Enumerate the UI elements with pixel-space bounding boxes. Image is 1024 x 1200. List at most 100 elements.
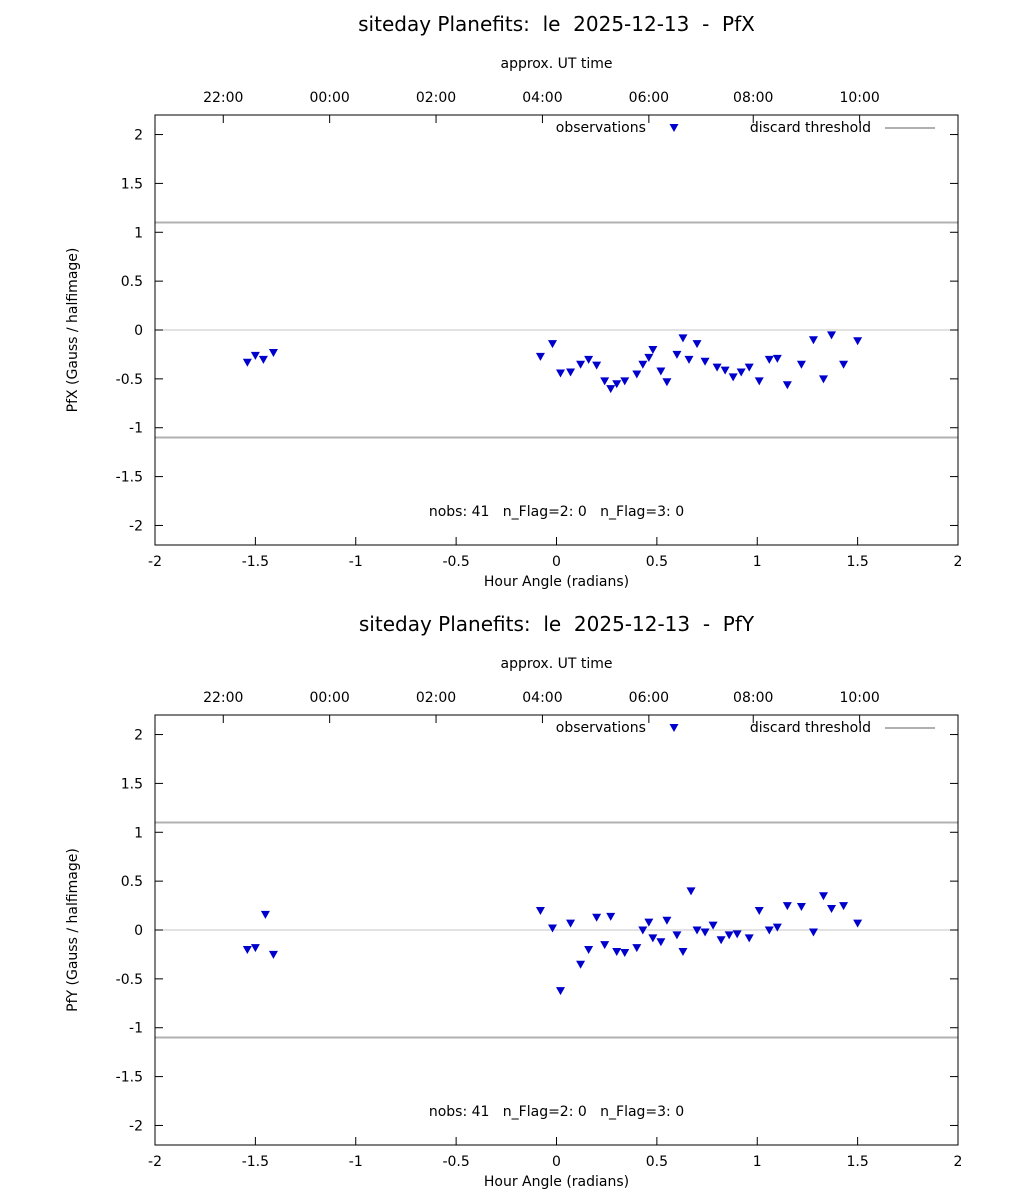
data-point (678, 948, 688, 956)
x-tick-label: 2 (954, 1154, 963, 1170)
x-tick-label: 0.5 (646, 1154, 668, 1170)
y-tick-label: -2 (129, 1118, 143, 1134)
data-point (566, 368, 576, 377)
data-point (732, 930, 742, 939)
x2-tick-label: 10:00 (839, 90, 879, 106)
plot-area: -2 -1.5 -1 -0.5 0 0.5 1 1.5 2 22:00 00:00 02:00 04:0… (116, 690, 963, 1170)
y-tick-label: -0.5 (116, 372, 143, 388)
data-point (818, 375, 828, 384)
data-point (268, 348, 278, 357)
x-tick-label: -1 (349, 1154, 363, 1170)
data-point (692, 340, 702, 349)
y-tick-label: 1 (134, 825, 143, 841)
data-point (648, 934, 658, 943)
x-tick-label: 1 (753, 554, 762, 570)
data-point (716, 936, 726, 945)
data-point (692, 926, 702, 935)
y-tick-label: 1.5 (121, 776, 143, 792)
data-point (258, 355, 268, 364)
data-point (708, 921, 718, 930)
data-point (853, 919, 863, 928)
data-point (686, 887, 696, 896)
data-point (638, 926, 648, 935)
data-point (782, 381, 792, 390)
data-point (728, 373, 738, 382)
data-point (712, 363, 722, 372)
y-tick-label: -2 (129, 518, 143, 534)
x-axis-title: Hour Angle (radians) (483, 574, 630, 590)
data-point (656, 367, 666, 376)
y-tick-label: 0 (134, 323, 143, 339)
data-point (672, 931, 682, 940)
legend-threshold-label: discard threshold (749, 120, 871, 136)
data-point (808, 336, 818, 345)
data-point (566, 919, 576, 928)
data-point (684, 355, 694, 364)
data-point (853, 337, 863, 346)
x-tick-label: 0 (552, 554, 561, 570)
data-point (839, 902, 849, 911)
x-tick-label: 2 (954, 554, 963, 570)
x2-tick-label: 04:00 (522, 690, 562, 706)
data-point (612, 380, 622, 389)
data-point (250, 351, 260, 360)
y-tick-label: -1.5 (116, 1070, 143, 1086)
data-point (592, 361, 602, 370)
y-axis-title: PfY (Gauss / halfimage) (65, 848, 81, 1012)
observation-marker-icon (669, 124, 679, 132)
x-tick-label: -2 (148, 1154, 162, 1170)
data-point (839, 360, 849, 369)
data-point (632, 370, 642, 379)
data-point (724, 931, 734, 940)
data-point (620, 948, 630, 957)
x2-tick-label: 08:00 (733, 90, 773, 106)
data-point (827, 331, 837, 340)
x-tick-label: 1.5 (846, 1154, 868, 1170)
top-axis-title: approx. UT time (500, 56, 613, 72)
data-point (772, 923, 782, 932)
data-point (632, 944, 642, 953)
stats-annotation: nobs: 41 n_Flag=2: 0 n_Flag=3: 0 (428, 1104, 685, 1120)
data-point (600, 377, 610, 386)
y-tick-label: 1.5 (121, 176, 143, 192)
x-tick-label: -1.5 (242, 554, 269, 570)
legend: observations discard threshold (155, 119, 935, 137)
y-tick-label: 0 (134, 923, 143, 939)
pfy-chart: siteday Planefits: le 2025-12-13 - PfY a… (0, 600, 1024, 1200)
data-point (772, 354, 782, 363)
data-point (644, 918, 654, 927)
data-point (700, 357, 710, 366)
x2-tick-label: 00:00 (309, 90, 349, 106)
legend-observations-label: observations (555, 720, 646, 736)
y-tick-label: 0.5 (121, 874, 143, 890)
data-point (796, 360, 806, 369)
data-point (644, 353, 654, 362)
data-point (242, 358, 252, 367)
legend-observations-label: observations (555, 120, 646, 136)
data-point (754, 906, 764, 915)
data-point (592, 913, 602, 922)
x-axis-title: Hour Angle (radians) (483, 1174, 630, 1190)
stats-annotation: nobs: 41 n_Flag=2: 0 n_Flag=3: 0 (428, 504, 685, 520)
data-point (656, 938, 666, 947)
data-point (744, 363, 754, 372)
x2-tick-label: 00:00 (309, 690, 349, 706)
x-tick-label: 1.5 (846, 554, 868, 570)
data-point (260, 910, 270, 919)
data-point (606, 385, 616, 394)
y-tick-label: 2 (134, 728, 143, 744)
data-point (700, 928, 710, 937)
data-point (556, 987, 566, 996)
x2-tick-label: 04:00 (522, 90, 562, 106)
data-point (250, 944, 260, 953)
data-point (584, 946, 594, 955)
y-tick-label: -1 (129, 1021, 143, 1037)
data-point (764, 355, 774, 364)
x-tick-label: -0.5 (442, 1154, 469, 1170)
x-tick-label: 0.5 (646, 554, 668, 570)
data-point (648, 346, 658, 355)
x2-tick-label: 02:00 (416, 90, 456, 106)
legend-threshold-label: discard threshold (749, 720, 871, 736)
chart-title: siteday Planefits: le 2025-12-13 - PfY (358, 612, 755, 636)
